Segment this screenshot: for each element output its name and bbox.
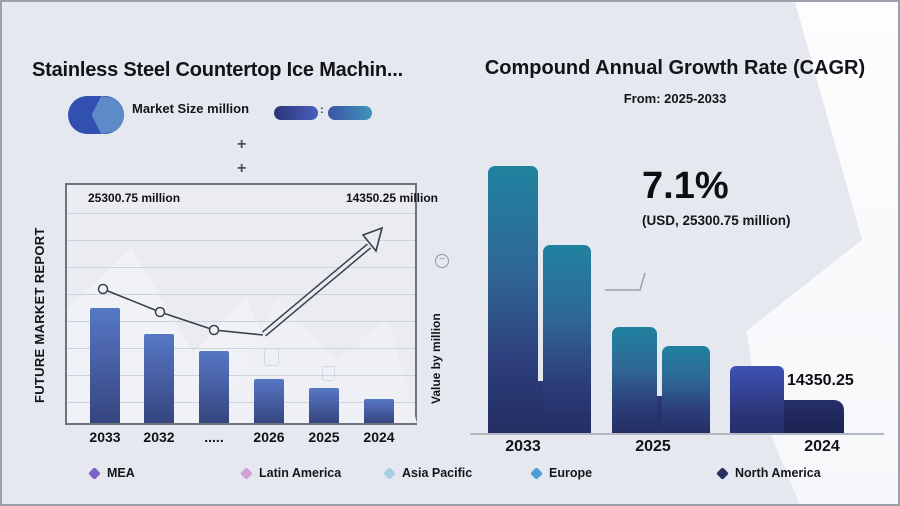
cagr-bar-2024 bbox=[730, 366, 784, 434]
market-size-icon bbox=[68, 96, 124, 134]
legend-marker-icon bbox=[530, 466, 543, 480]
right-chart-baseline bbox=[470, 433, 884, 435]
legend-item-mea: MEA bbox=[88, 466, 135, 480]
legend-label: North America bbox=[735, 466, 821, 480]
bar-2026 bbox=[254, 379, 284, 423]
legend-item-europe: Europe bbox=[530, 466, 593, 480]
legend-item-north-america: North America bbox=[716, 466, 821, 480]
gridline bbox=[67, 240, 415, 241]
gridline bbox=[67, 267, 415, 268]
bar-notch bbox=[538, 381, 543, 434]
cagr-bar-2025 bbox=[662, 346, 710, 434]
document-ghost-icon bbox=[322, 366, 335, 381]
year-label: 2033 bbox=[505, 438, 541, 455]
ratio-separator: : bbox=[320, 104, 324, 116]
gridline bbox=[67, 294, 415, 295]
plus-icon: + bbox=[237, 160, 247, 177]
year-label: ..... bbox=[204, 429, 224, 445]
value-axis-label: Value by million bbox=[429, 313, 443, 405]
cagr-bar-2024 bbox=[784, 400, 844, 434]
market-size-icon-facet bbox=[91, 96, 124, 134]
gridline bbox=[67, 213, 415, 214]
legend-label: Asia Pacific bbox=[402, 466, 473, 480]
legend-label: Latin America bbox=[259, 466, 342, 480]
bar-2024 bbox=[364, 399, 394, 423]
bar-2025 bbox=[309, 388, 339, 423]
gridline bbox=[67, 375, 415, 376]
year-label: 2024 bbox=[363, 429, 395, 445]
page-title: Stainless Steel Countertop Ice Machin... bbox=[32, 59, 403, 81]
future-market-report-watermark: FUTURE MARKET REPORT bbox=[32, 227, 47, 403]
legend-marker-icon bbox=[88, 466, 101, 480]
bar-notch bbox=[657, 396, 662, 434]
legend-marker-icon bbox=[383, 466, 396, 480]
cagr-bar-2033 bbox=[543, 245, 591, 434]
year-label: 2024 bbox=[804, 438, 840, 455]
document-ghost-icon bbox=[264, 348, 279, 366]
cagr-percent-value: 7.1% bbox=[642, 165, 729, 207]
year-label: 2032 bbox=[143, 429, 175, 445]
bar-2032 bbox=[144, 334, 174, 423]
bar-..... bbox=[199, 351, 229, 423]
plus-icon: + bbox=[237, 136, 247, 153]
year-label: 2025 bbox=[635, 438, 671, 455]
cagr-bar-2033 bbox=[488, 166, 538, 434]
bar-2033 bbox=[90, 308, 120, 423]
year-label: 2033 bbox=[89, 429, 121, 445]
legend-marker-icon bbox=[240, 466, 253, 480]
year-label: 2025 bbox=[308, 429, 340, 445]
ratio-pill-left bbox=[274, 106, 318, 120]
end-value-label: 14350.25 bbox=[787, 372, 854, 389]
left-chart-end-value: 14350.25 million bbox=[345, 191, 438, 205]
minus-circle-icon: − bbox=[435, 254, 449, 268]
market-size-label: Market Size million bbox=[132, 101, 250, 116]
year-label: 2026 bbox=[253, 429, 285, 445]
legend-label: MEA bbox=[107, 466, 135, 480]
cagr-bar-2025 bbox=[612, 327, 657, 434]
ratio-pill-right bbox=[328, 106, 372, 120]
gridline bbox=[67, 348, 415, 349]
left-chart-start-value: 25300.75 million bbox=[88, 191, 181, 205]
cagr-subtitle: From: 2025-2033 bbox=[623, 91, 727, 106]
left-chart-panel bbox=[65, 183, 417, 425]
legend-marker-icon bbox=[716, 466, 729, 480]
legend-label: Europe bbox=[549, 466, 593, 480]
cagr-title: Compound Annual Growth Rate (CAGR) bbox=[484, 57, 866, 79]
legend-item-latin-america: Latin America bbox=[240, 466, 342, 480]
legend-item-asia-pacific: Asia Pacific bbox=[383, 466, 473, 480]
gridline bbox=[67, 402, 415, 403]
cagr-usd-detail: (USD, 25300.75 million) bbox=[642, 213, 791, 228]
